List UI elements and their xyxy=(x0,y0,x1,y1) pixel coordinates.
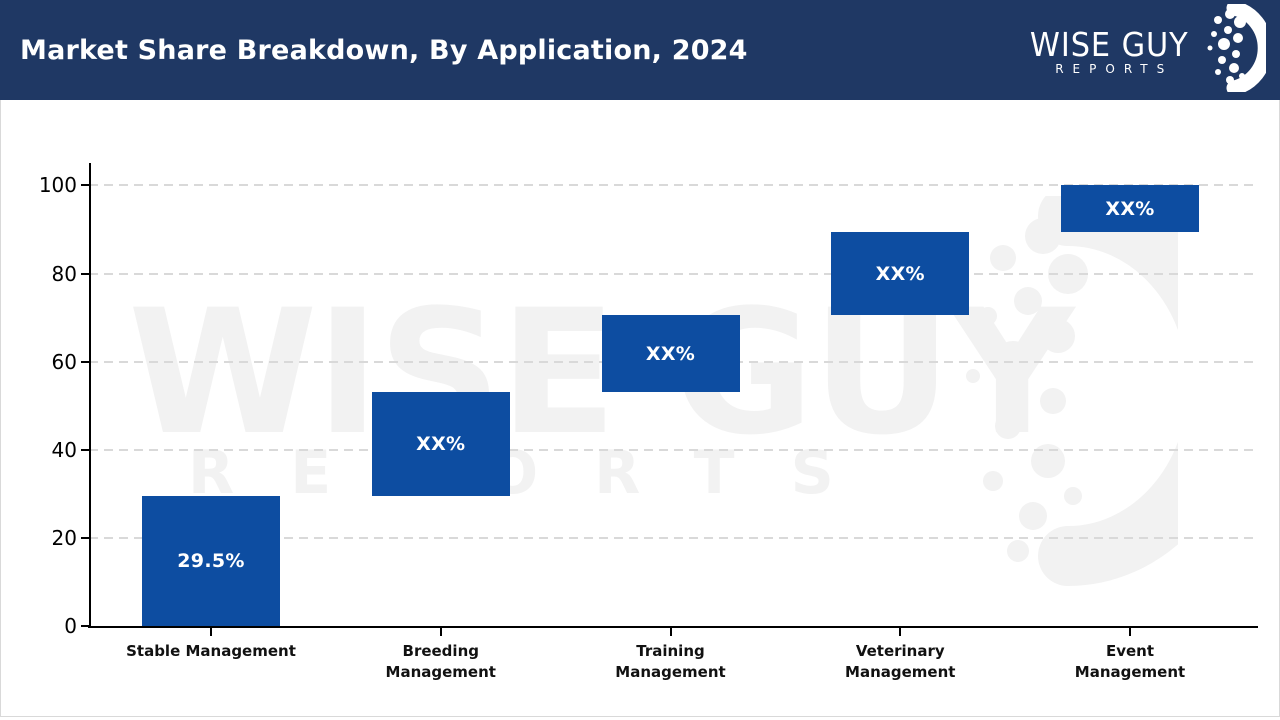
logo-subtitle: REPORTS xyxy=(1055,61,1174,76)
bar-training-management: XX% xyxy=(601,315,740,393)
bar-stable-management: 29.5% xyxy=(142,496,280,626)
bar-value-label: XX% xyxy=(416,433,466,456)
page-title: Market Share Breakdown, By Application, … xyxy=(20,34,748,66)
dotted-head-icon xyxy=(1200,0,1273,96)
y-axis-tick-20 xyxy=(81,536,89,539)
gridline-100 xyxy=(89,184,1258,187)
y-axis-tick-40 xyxy=(81,448,89,451)
bar-event-management: XX% xyxy=(1061,185,1199,232)
x-axis-tick-training-management xyxy=(669,628,672,636)
x-axis-label-breeding-management: Breeding Management xyxy=(385,642,496,681)
bar-value-label: XX% xyxy=(875,262,925,285)
bar-breeding-management: XX% xyxy=(371,392,510,496)
logo-wordmark: WISE GUY xyxy=(1030,24,1190,64)
x-axis-spine xyxy=(88,626,1258,628)
bar-veterinary-management: XX% xyxy=(831,231,970,316)
bar-value-label: XX% xyxy=(1105,197,1155,220)
header-bar: Market Share Breakdown, By Application, … xyxy=(0,0,1280,100)
gridline-80 xyxy=(89,272,1258,275)
y-axis-label-60: 60 xyxy=(51,349,77,374)
gridline-20 xyxy=(89,536,1258,539)
y-axis-tick-100 xyxy=(81,184,89,187)
x-axis-label-training-management: Training Management xyxy=(615,642,726,681)
x-axis-label-event-management: Event Management xyxy=(1074,642,1186,681)
x-axis-label-stable-management: Stable Management xyxy=(126,642,296,660)
y-axis-label-0: 0 xyxy=(64,614,77,638)
gridline-40 xyxy=(89,448,1258,451)
logo: WISE GUY REPORTS xyxy=(1023,0,1280,96)
y-axis-label-80: 80 xyxy=(51,261,77,286)
y-axis-label-20: 20 xyxy=(51,525,77,550)
bar-value-label: XX% xyxy=(645,342,696,365)
x-axis-tick-stable-management xyxy=(210,628,212,636)
y-axis-tick-60 xyxy=(81,360,89,363)
bar-value-label: 29.5% xyxy=(177,550,245,572)
x-axis-tick-event-management xyxy=(1129,628,1131,636)
y-axis-spine xyxy=(89,163,91,628)
x-axis-tick-veterinary-management xyxy=(899,628,902,636)
y-axis-tick-80 xyxy=(81,272,89,275)
x-axis-tick-breeding-management xyxy=(439,628,442,636)
y-axis-tick-0 xyxy=(81,625,89,627)
y-axis-label-100: 100 xyxy=(38,173,77,198)
logo-text: WISE GUY REPORTS xyxy=(1023,25,1196,76)
x-axis-label-veterinary-management: Veterinary Management xyxy=(845,642,956,681)
y-axis-label-40: 40 xyxy=(51,437,77,462)
